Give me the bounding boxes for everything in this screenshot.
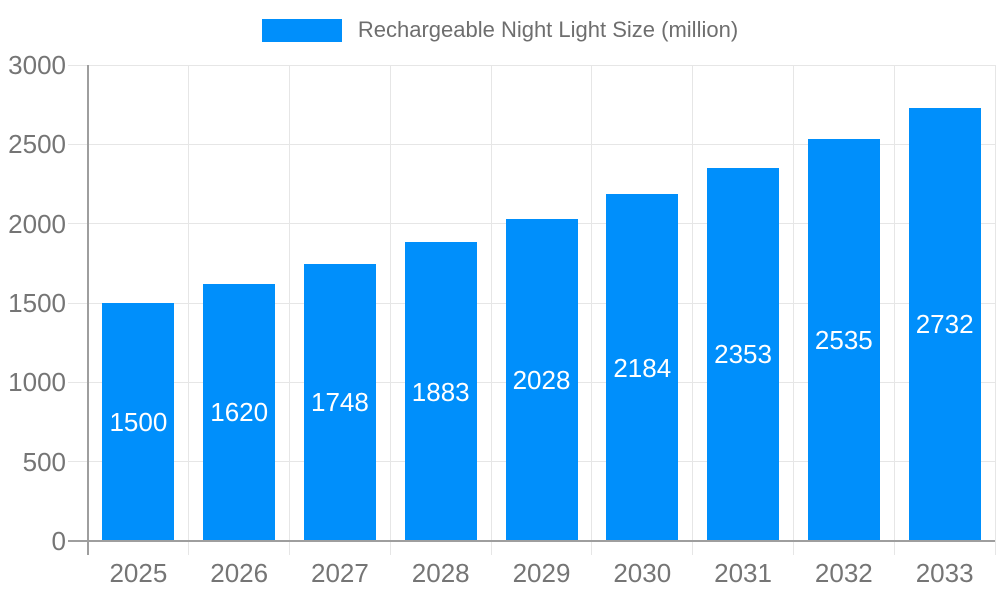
bar: 2732 [908,107,981,541]
y-tick-label: 2000 [8,208,66,239]
bar: 1620 [203,283,276,541]
gridline-vertical [289,65,291,555]
x-tick-label: 2033 [915,558,974,588]
bar-value-label: 2184 [613,352,672,383]
gridline-vertical [994,65,996,555]
x-axis-line [68,540,995,542]
gridline-vertical [893,65,895,555]
bar-value-label: 1748 [311,387,369,418]
legend: Rechargeable Night Light Size (million) [0,17,1000,43]
y-tick-label: 2500 [8,129,66,160]
bar: 2184 [606,194,679,541]
bar-value-label: 1883 [411,376,470,407]
bar-value-label: 2353 [714,339,772,370]
x-tick-label: 2031 [714,558,772,588]
bar-value-label: 1620 [210,397,269,428]
bar: 2353 [707,167,780,541]
x-tick-label: 2030 [613,558,672,588]
legend-swatch-icon [261,18,342,42]
legend-item[interactable]: Rechargeable Night Light Size (million) [261,17,739,43]
y-tick-label: 1000 [8,367,66,398]
bar: 1500 [102,303,175,541]
bar: 1883 [404,242,477,541]
gridline-vertical [692,65,694,555]
y-tick-label: 3000 [8,50,66,80]
bar: 1748 [303,263,376,541]
gridline-vertical [490,65,492,555]
bar-value-label: 2732 [915,309,974,340]
x-tick-label: 2032 [814,558,873,588]
gridline-vertical [792,65,794,555]
x-tick-label: 2028 [411,558,470,588]
y-tick-label: 500 [22,446,66,477]
x-tick-label: 2026 [210,558,269,588]
gridline-vertical [188,65,190,555]
bar-value-label: 2535 [814,324,873,355]
plot-area: 1500 1620 1748 1883 2028 2184 2353 2535 2732 [68,64,996,555]
gridline-vertical [591,65,593,555]
bar-value-label: 2028 [512,365,571,396]
x-tick-label: 2029 [512,558,571,588]
y-axis-line [87,65,89,555]
y-tick-label: 0 [51,526,66,556]
bar-value-label: 1500 [109,407,168,437]
y-tick-label: 1500 [8,288,66,318]
gridline-horizontal [68,64,995,66]
bar: 2028 [505,219,578,541]
x-tick-label: 2027 [311,558,369,588]
gridline-vertical [389,65,391,555]
x-tick-label: 2025 [109,558,168,588]
legend-label: Rechargeable Night Light Size (million) [357,17,739,42]
gridline-horizontal [68,143,995,145]
bar: 2535 [807,138,880,541]
